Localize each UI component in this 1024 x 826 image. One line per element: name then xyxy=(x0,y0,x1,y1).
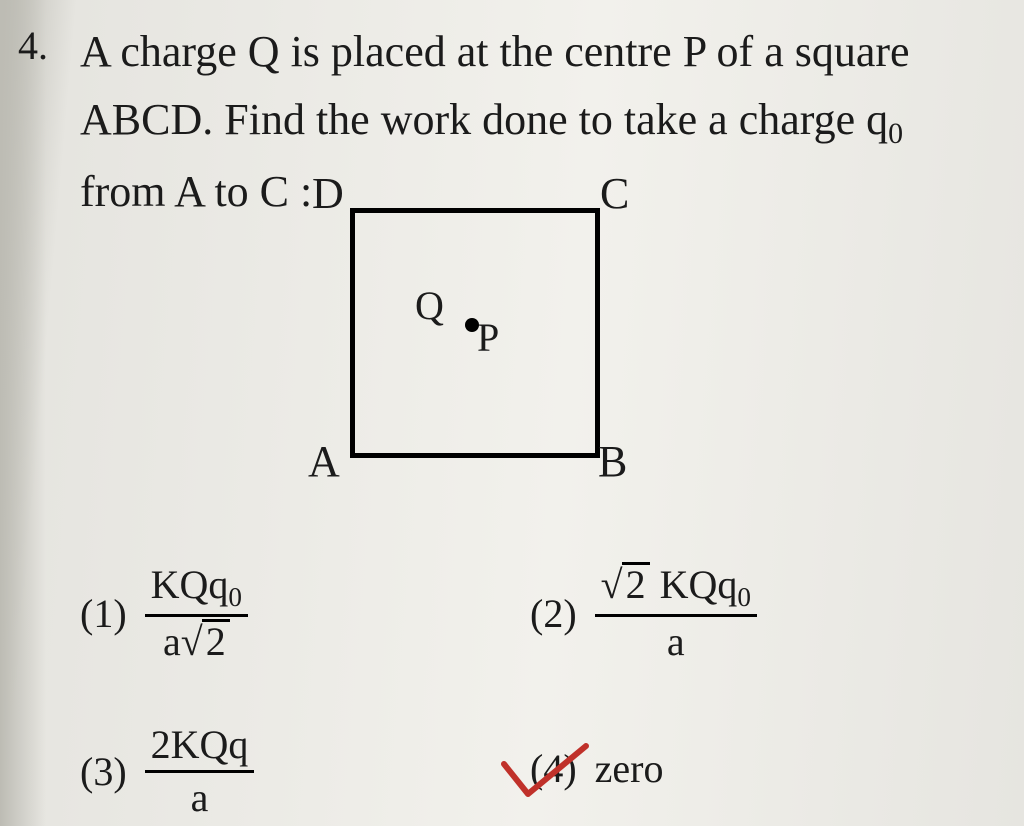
label-B: B xyxy=(598,436,627,487)
label-Q: Q xyxy=(415,282,444,329)
option-2-num-sqrt: 2 xyxy=(622,562,650,605)
option-1-den-sqrt: 2 xyxy=(202,619,230,662)
option-2-numerator: √2 KQq0 xyxy=(595,560,757,614)
prompt-line2-sub: 0 xyxy=(888,117,903,150)
option-4-label: (4) xyxy=(530,745,577,792)
option-1-num-sub: 0 xyxy=(228,582,242,612)
option-3-label: (3) xyxy=(80,748,127,795)
option-4: (4) zero xyxy=(530,745,663,792)
prompt-line1: A charge Q is placed at the centre P of … xyxy=(80,27,910,76)
question-prompt: A charge Q is placed at the centre P of … xyxy=(80,18,1000,226)
option-3: (3) 2KQq a xyxy=(80,720,254,823)
option-1-fraction: KQq0 a√2 xyxy=(145,560,248,667)
option-3-fraction: 2KQq a xyxy=(145,720,255,823)
option-1-numerator: KQq0 xyxy=(145,560,248,614)
option-2-fraction: √2 KQq0 a xyxy=(595,560,757,667)
label-A: A xyxy=(308,436,340,487)
label-D: D xyxy=(312,168,344,219)
option-1-denominator: a√2 xyxy=(157,617,236,667)
sqrt-icon: √2 xyxy=(181,619,230,662)
option-1-label: (1) xyxy=(80,590,127,637)
center-dot xyxy=(465,318,479,332)
question-number: 4. xyxy=(18,22,48,69)
label-C: C xyxy=(600,168,629,219)
sqrt-icon: √2 xyxy=(601,562,650,605)
option-1-den-pre: a xyxy=(163,619,181,664)
option-1: (1) KQq0 a√2 xyxy=(80,560,248,667)
prompt-line2: ABCD. Find the work done to take a charg… xyxy=(80,95,888,144)
option-4-text: zero xyxy=(595,745,664,792)
square-abcd xyxy=(350,208,600,458)
option-2: (2) √2 KQq0 a xyxy=(530,560,757,667)
label-P: P xyxy=(477,314,499,361)
prompt-line3: from A to C : xyxy=(80,167,312,216)
option-3-denominator: a xyxy=(185,773,215,823)
page-root: 4. A charge Q is placed at the centre P … xyxy=(0,0,1024,826)
option-1-num-text: KQq xyxy=(151,562,229,607)
option-2-denominator: a xyxy=(661,617,691,667)
option-3-numerator: 2KQq xyxy=(145,720,255,770)
option-2-num-post: KQq xyxy=(650,562,738,607)
left-shade xyxy=(0,0,46,826)
option-2-num-sub: 0 xyxy=(737,582,751,612)
option-2-label: (2) xyxy=(530,590,577,637)
